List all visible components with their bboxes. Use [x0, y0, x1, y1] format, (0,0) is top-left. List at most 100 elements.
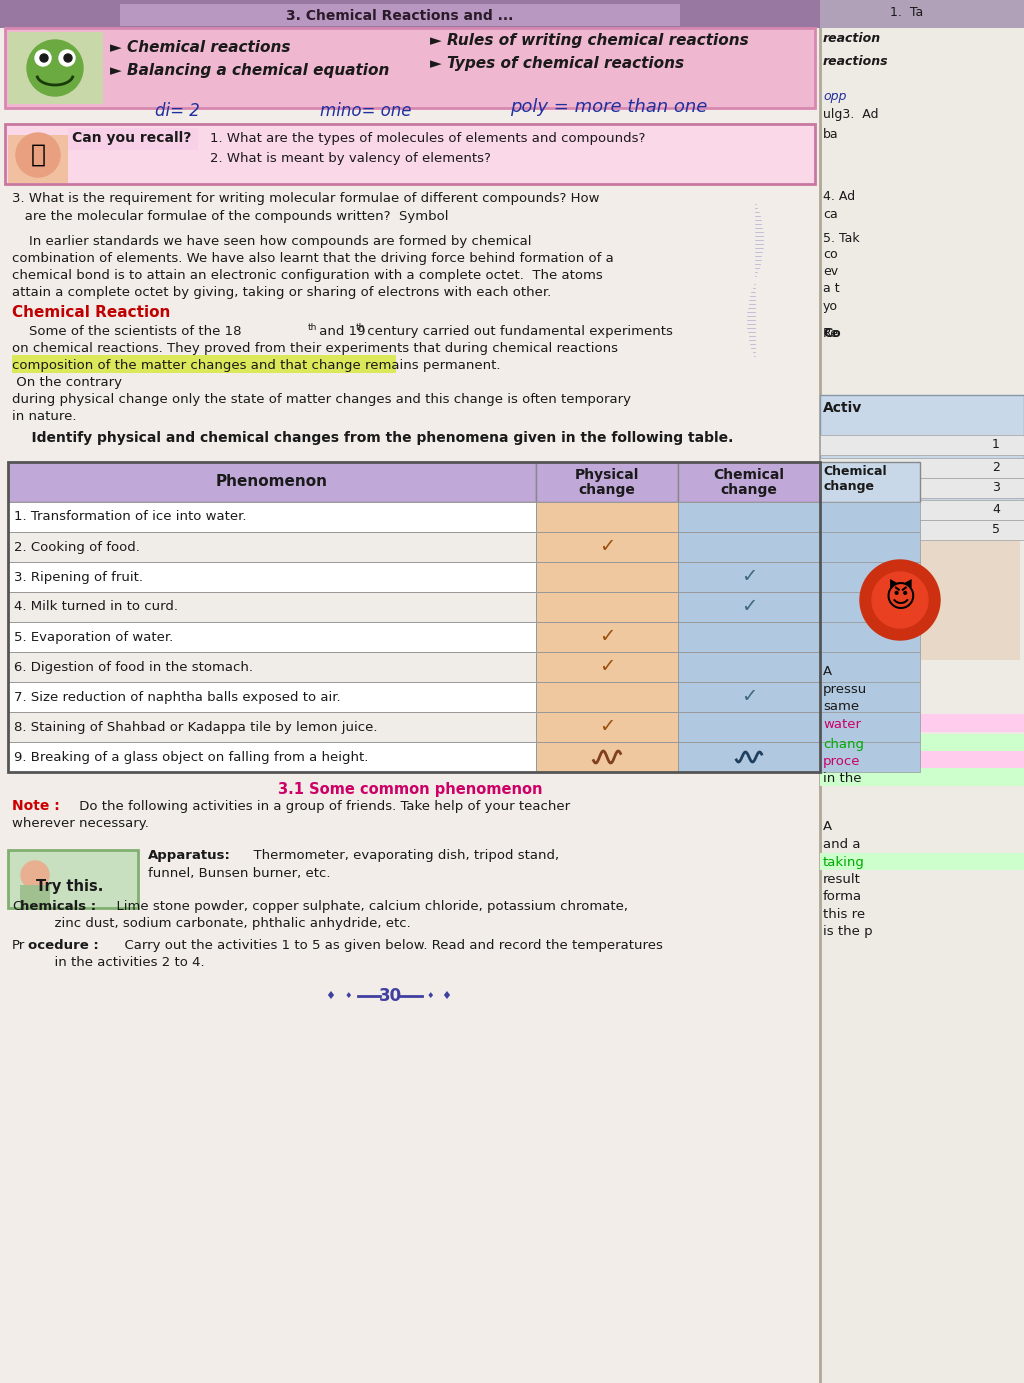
Bar	[820, 561, 920, 592]
Bar	[820, 501, 1024, 520]
Bar	[8, 622, 536, 651]
Text: forma: forma	[823, 891, 862, 903]
Text: 1. What are the types of molecules of elements and compounds?: 1. What are the types of molecules of el…	[210, 131, 645, 145]
Text: A: A	[823, 820, 833, 833]
Text: change: change	[823, 480, 874, 492]
Bar	[678, 743, 820, 772]
Circle shape	[22, 862, 49, 889]
Bar	[820, 436, 1024, 455]
Bar	[678, 712, 820, 743]
Bar	[536, 592, 678, 622]
Bar	[820, 751, 1024, 769]
Text: 1.  Ta: 1. Ta	[890, 6, 924, 19]
Text: taking: taking	[823, 856, 865, 869]
Text: ✓: ✓	[740, 597, 757, 617]
Bar	[8, 682, 536, 712]
Text: change: change	[579, 483, 636, 496]
Text: ✓: ✓	[599, 538, 615, 556]
Bar	[678, 592, 820, 622]
Text: ev: ev	[823, 266, 838, 278]
Circle shape	[63, 54, 72, 62]
Text: 4: 4	[992, 503, 1000, 516]
Text: water: water	[823, 718, 861, 732]
Text: ✓: ✓	[599, 628, 615, 646]
Text: pressu: pressu	[823, 683, 867, 696]
Bar	[8, 651, 536, 682]
Text: 1. Transformation of ice into water.: 1. Transformation of ice into water.	[14, 510, 247, 524]
Text: hemicals :: hemicals :	[20, 900, 96, 913]
Bar	[820, 734, 1024, 752]
Text: Identify physical and chemical changes from the phenomena given in the following: Identify physical and chemical changes f…	[12, 431, 733, 445]
Text: Thermometer, evaporating dish, tripod stand,: Thermometer, evaporating dish, tripod st…	[245, 849, 559, 862]
Text: ✓: ✓	[599, 657, 615, 676]
Text: Co: Co	[823, 326, 841, 340]
Text: ulg3.  Ad: ulg3. Ad	[823, 108, 879, 120]
Text: Physical: Physical	[574, 467, 639, 483]
Bar	[68, 129, 198, 149]
Bar	[536, 712, 678, 743]
Bar	[820, 502, 920, 532]
Bar	[678, 651, 820, 682]
Bar	[820, 0, 1024, 1383]
Circle shape	[872, 573, 928, 628]
Bar	[8, 136, 68, 183]
Bar	[820, 712, 920, 743]
Text: Chemical: Chemical	[714, 467, 784, 483]
Text: Carry out the activities 1 to 5 as given below. Read and record the temperatures: Carry out the activities 1 to 5 as given…	[116, 939, 663, 952]
Text: 😈: 😈	[884, 584, 915, 613]
Text: 5: 5	[992, 523, 1000, 537]
Bar	[536, 682, 678, 712]
Text: C: C	[12, 900, 22, 913]
Bar	[0, 0, 820, 28]
Text: reaction: reaction	[823, 32, 881, 46]
Bar	[820, 532, 920, 561]
Text: Pr: Pr	[12, 939, 26, 952]
Bar	[8, 712, 536, 743]
Bar	[820, 714, 1024, 732]
Text: ✓: ✓	[740, 567, 757, 586]
Circle shape	[40, 54, 48, 62]
Text: ca: ca	[823, 207, 838, 221]
Text: in the: in the	[823, 772, 861, 786]
Text: century carried out fundamental experiments: century carried out fundamental experime…	[362, 325, 673, 337]
Text: th: th	[356, 324, 366, 332]
Text: change: change	[721, 483, 777, 496]
Text: A: A	[823, 665, 833, 678]
Circle shape	[860, 560, 940, 640]
Text: 6. Digestion of food in the stomach.: 6. Digestion of food in the stomach.	[14, 661, 253, 674]
Text: ocedure :: ocedure :	[28, 939, 98, 952]
Text: 3: 3	[992, 481, 1000, 494]
Text: Apparatus:: Apparatus:	[148, 849, 230, 862]
Bar	[678, 622, 820, 651]
Text: ► Rules of writing chemical reactions: ► Rules of writing chemical reactions	[430, 33, 749, 48]
Text: 👧: 👧	[31, 142, 45, 167]
Text: 3. Ripening of fruit.: 3. Ripening of fruit.	[14, 571, 143, 584]
Bar	[8, 851, 138, 909]
Circle shape	[27, 40, 83, 95]
Text: same: same	[823, 700, 859, 714]
Bar	[8, 502, 536, 532]
Bar	[536, 561, 678, 592]
Text: di= 2: di= 2	[155, 102, 200, 120]
Text: are the molecular formulae of the compounds written?  Symbol: are the molecular formulae of the compou…	[12, 210, 449, 223]
Text: ► Balancing a chemical equation: ► Balancing a chemical equation	[110, 64, 389, 77]
Circle shape	[35, 50, 51, 66]
Bar	[678, 462, 820, 502]
Text: funnel, Bunsen burner, etc.: funnel, Bunsen burner, etc.	[148, 867, 331, 880]
Bar	[536, 462, 678, 502]
Bar	[820, 458, 1024, 479]
Text: 3. What is the requirement for writing molecular formulae of different compounds: 3. What is the requirement for writing m…	[12, 192, 599, 205]
Text: In earlier standards we have seen how compounds are formed by chemical: In earlier standards we have seen how co…	[12, 235, 531, 248]
Text: 3. Chemical Reactions and ...: 3. Chemical Reactions and ...	[287, 10, 514, 24]
Text: ► Chemical reactions: ► Chemical reactions	[110, 40, 291, 55]
Text: yo: yo	[823, 300, 838, 313]
Text: composition of the matter changes and that change remains permanent.: composition of the matter changes and th…	[12, 360, 501, 372]
Text: ♦: ♦	[441, 992, 451, 1001]
Bar	[5, 28, 815, 108]
Text: result: result	[823, 873, 861, 887]
Bar	[820, 0, 1024, 28]
Text: reactions: reactions	[823, 55, 889, 68]
Bar	[536, 502, 678, 532]
Text: 4. Ad: 4. Ad	[823, 189, 855, 203]
Bar	[820, 396, 1024, 514]
